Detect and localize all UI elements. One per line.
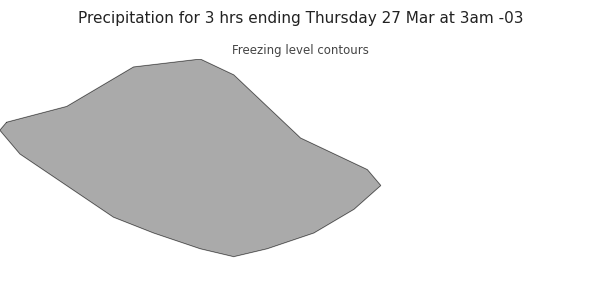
Text: Precipitation for 3 hrs ending Thursday 27 Mar at 3am -03: Precipitation for 3 hrs ending Thursday … <box>78 11 523 26</box>
Text: Freezing level contours: Freezing level contours <box>232 44 369 57</box>
Polygon shape <box>0 59 380 257</box>
